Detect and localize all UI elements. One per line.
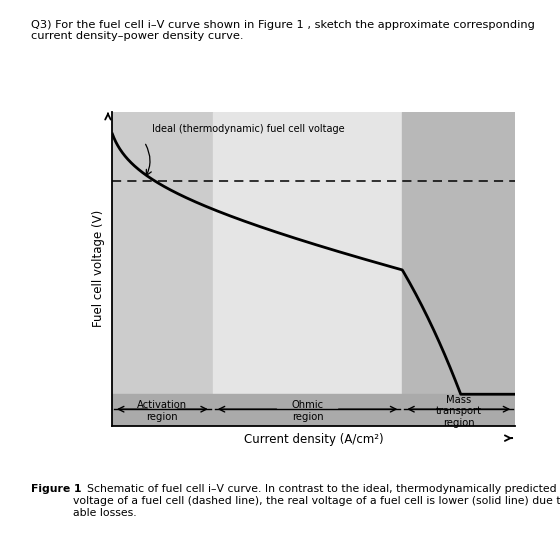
X-axis label: Current density (A/cm²): Current density (A/cm²) <box>244 432 384 446</box>
Bar <box>112 112 213 394</box>
Text: Activation
region: Activation region <box>137 400 188 422</box>
Text: Figure 1: Figure 1 <box>31 484 81 494</box>
Text: Mass
transport
region: Mass transport region <box>436 395 482 428</box>
Text: Q3) For the fuel cell i–V curve shown in Figure 1 , sketch the approximate corre: Q3) For the fuel cell i–V curve shown in… <box>31 20 535 41</box>
Bar <box>112 394 515 426</box>
Bar <box>213 112 402 394</box>
Bar <box>402 112 515 394</box>
Text: Ohmic
region: Ohmic region <box>292 400 324 422</box>
Text: Ideal (thermodynamic) fuel cell voltage: Ideal (thermodynamic) fuel cell voltage <box>152 124 345 134</box>
Text: Schematic of fuel cell i–V curve. In contrast to the ideal, thermodynamically pr: Schematic of fuel cell i–V curve. In con… <box>73 484 560 517</box>
Y-axis label: Fuel cell voltage (V): Fuel cell voltage (V) <box>92 210 105 328</box>
